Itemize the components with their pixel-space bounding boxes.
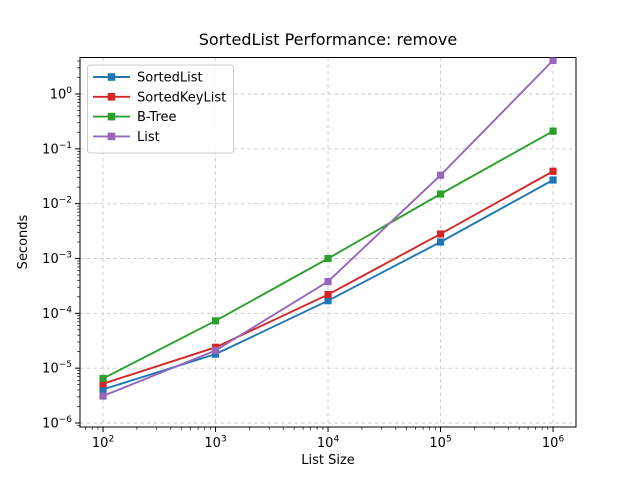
series-marker-sortedlist (549, 176, 557, 184)
series-marker-list (324, 277, 332, 286)
series-marker-list (436, 171, 445, 179)
series-marker-b-tree (211, 317, 220, 325)
legend-label: B-Tree (137, 110, 177, 125)
legend-marker-sample (107, 73, 116, 81)
y-tick-label: 10−4 (42, 305, 72, 322)
legend-label: SortedList (137, 71, 203, 86)
series-marker-list (211, 346, 220, 355)
series-marker-sortedkeylist (436, 230, 445, 238)
chart-title: SortedList Performance: remove (198, 30, 458, 49)
series-marker-b-tree (549, 127, 557, 135)
series-marker-sortedlist (436, 238, 445, 246)
x-tick-label: 106 (542, 435, 565, 452)
series-marker-sortedlist (324, 297, 332, 305)
x-tick-label: 104 (317, 435, 340, 452)
legend: SortedList SortedKeyList B-Tree List (87, 64, 234, 154)
legend-item-b-tree: B-Tree (93, 110, 177, 125)
series-marker-sortedlist (99, 385, 107, 393)
series-line-sortedkeylist (102, 170, 554, 385)
legend-label: SortedKeyList (137, 90, 226, 105)
y-tick-label: 10−3 (42, 250, 72, 267)
series-group (99, 57, 557, 400)
series-marker-b-tree (324, 254, 332, 263)
series-marker-b-tree (436, 190, 445, 198)
legend-label: List (137, 130, 160, 145)
x-tick-label: 102 (92, 435, 114, 452)
plot-frame (79, 57, 577, 428)
y-tick-label: 10−5 (42, 360, 72, 377)
legend-marker-sample (107, 112, 116, 121)
legend-box (87, 64, 234, 154)
series-marker-list (99, 392, 107, 400)
y-axis-label: Seconds (16, 214, 31, 270)
x-tick-label: 105 (429, 435, 451, 452)
series-marker-sortedlist (211, 350, 220, 358)
x-tick-label: 103 (204, 435, 226, 452)
series-marker-list (549, 57, 557, 64)
legend-marker-sample (107, 132, 116, 141)
tick-labels: 102 103 104 105 106 100 10−1 10−2 10−3 10−4 10−5 10… (42, 86, 564, 451)
legend-item-sortedkeylist: SortedKeyList (93, 90, 226, 105)
series-marker-sortedkeylist (324, 290, 332, 299)
y-tick-label: 10−2 (42, 196, 72, 213)
series-marker-b-tree (99, 374, 107, 383)
legend-item-list: List (93, 130, 160, 145)
series-marker-sortedkeylist (99, 380, 107, 388)
x-axis-label: List Size (301, 453, 355, 468)
legend-marker-sample (107, 93, 116, 101)
series-marker-sortedkeylist (549, 167, 557, 175)
y-tick-label: 10−6 (42, 415, 72, 432)
y-tick-label: 10−1 (42, 141, 72, 158)
y-tick-label: 100 (50, 86, 73, 103)
legend-item-sortedlist: SortedList (93, 71, 203, 86)
